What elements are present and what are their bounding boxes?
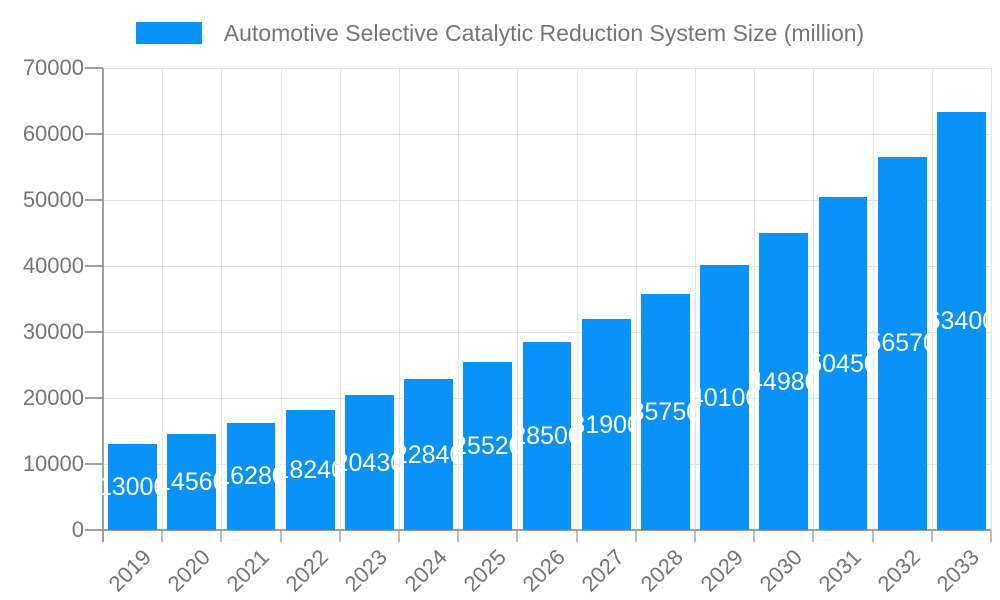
y-tick xyxy=(85,397,103,399)
x-tick xyxy=(161,530,164,542)
gridline-vertical xyxy=(872,68,874,530)
gridline-horizontal xyxy=(103,200,991,201)
y-tick-label: 20000 xyxy=(22,385,84,410)
gridline-vertical xyxy=(635,68,637,530)
y-tick xyxy=(85,463,103,465)
y-tick xyxy=(85,331,103,333)
bar[interactable] xyxy=(345,395,394,530)
y-axis-line xyxy=(102,68,104,542)
gridline-vertical xyxy=(458,68,460,530)
x-tick xyxy=(398,530,400,542)
x-tick-label: 2028 xyxy=(636,544,689,597)
y-tick xyxy=(85,265,103,267)
x-tick xyxy=(279,530,282,542)
y-tick xyxy=(85,199,103,201)
bar[interactable] xyxy=(285,409,335,530)
x-tick-label: 2020 xyxy=(162,544,215,597)
x-tick-label: 2024 xyxy=(399,544,452,597)
gridline-horizontal xyxy=(103,134,991,135)
x-tick xyxy=(694,530,696,542)
x-tick-label: 2022 xyxy=(280,544,334,597)
gridline-horizontal xyxy=(103,266,991,267)
gridline-vertical xyxy=(931,68,933,530)
x-tick-label: 2023 xyxy=(340,544,393,597)
bar[interactable] xyxy=(759,233,809,530)
x-tick xyxy=(338,530,341,542)
gridline-vertical xyxy=(813,68,815,530)
gridline-vertical xyxy=(517,68,519,530)
legend-swatch[interactable] xyxy=(135,22,202,44)
chart-title: Automotive Selective Catalytic Reduction… xyxy=(223,19,865,46)
bar[interactable] xyxy=(700,265,749,530)
bar[interactable] xyxy=(463,361,513,530)
gridline-horizontal xyxy=(103,68,991,69)
x-tick xyxy=(812,530,815,542)
x-tick-label: 2027 xyxy=(576,544,630,597)
bar[interactable] xyxy=(818,197,868,530)
gridline-vertical xyxy=(221,68,223,530)
bar[interactable] xyxy=(522,341,572,530)
x-tick xyxy=(457,530,460,542)
bar[interactable] xyxy=(937,111,986,530)
gridline-vertical xyxy=(339,68,341,530)
gridline-vertical xyxy=(754,68,756,530)
bar[interactable] xyxy=(167,433,217,530)
y-tick-label: 0 xyxy=(71,517,84,542)
y-tick-label: 40000 xyxy=(22,253,84,278)
x-tick-label: 2019 xyxy=(103,544,156,597)
bar[interactable] xyxy=(226,422,276,530)
x-tick xyxy=(220,530,223,542)
gridline-horizontal xyxy=(103,332,991,333)
bar[interactable] xyxy=(108,444,157,530)
gridline-vertical xyxy=(399,68,400,530)
y-tick-label: 70000 xyxy=(22,55,84,80)
y-tick-label: 10000 xyxy=(22,451,84,476)
bar[interactable] xyxy=(404,379,453,530)
x-tick xyxy=(575,530,578,542)
x-tick xyxy=(516,530,519,542)
x-tick-label: 2031 xyxy=(813,544,866,597)
gridline-vertical xyxy=(991,68,992,530)
y-tick-label: 60000 xyxy=(22,121,84,146)
x-tick xyxy=(990,530,992,542)
gridline-vertical xyxy=(695,68,696,530)
gridline-vertical xyxy=(576,68,578,530)
bar[interactable] xyxy=(641,294,690,530)
x-tick xyxy=(871,530,874,542)
x-axis-line xyxy=(85,529,991,531)
x-tick-label: 2033 xyxy=(932,544,985,597)
y-tick-label: 30000 xyxy=(22,319,84,344)
legend[interactable]: Automotive Selective Catalytic Reduction… xyxy=(0,18,1000,48)
gridline-vertical xyxy=(162,68,164,530)
x-tick xyxy=(930,530,933,542)
x-tick-label: 2030 xyxy=(754,544,807,597)
y-tick xyxy=(85,133,103,135)
x-tick-label: 2026 xyxy=(517,544,570,597)
gridline-vertical xyxy=(280,68,282,530)
x-tick xyxy=(634,530,637,542)
x-tick-label: 2029 xyxy=(695,544,748,597)
x-tick-label: 2025 xyxy=(458,544,511,597)
bar[interactable] xyxy=(581,319,631,530)
x-tick-label: 2032 xyxy=(872,544,926,597)
y-tick xyxy=(85,67,103,69)
bar[interactable] xyxy=(877,156,927,530)
x-tick xyxy=(753,530,756,542)
y-tick-label: 50000 xyxy=(22,187,84,212)
x-tick-label: 2021 xyxy=(221,544,274,597)
